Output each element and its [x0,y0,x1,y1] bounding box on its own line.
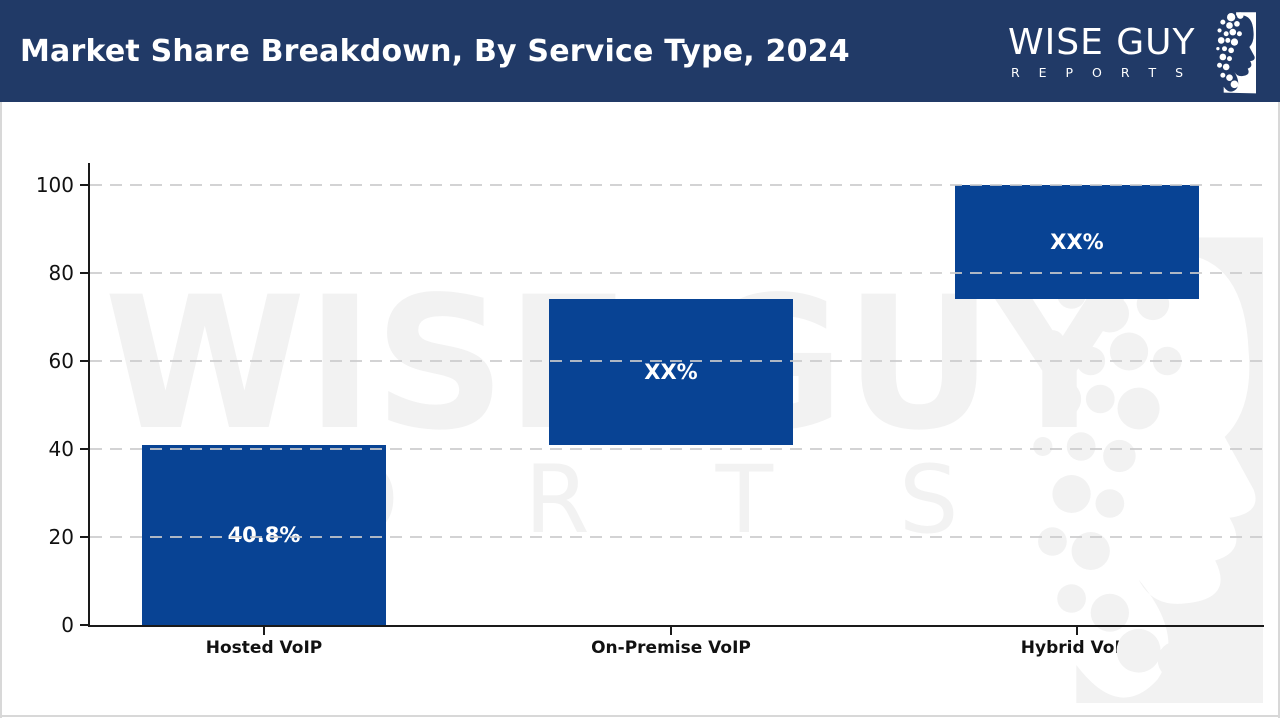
y-tick-label: 40 [48,437,74,461]
bar-value-label: 40.8% [227,523,301,548]
x-category-label: On-Premise VoIP [591,638,751,658]
frame-bottom-edge [0,715,1280,717]
y-tick-mark [80,360,88,362]
y-tick-mark [80,272,88,274]
wise-guy-reports-logo: WISE GUY R E P O R T S [1008,6,1270,98]
y-tick-label: 0 [61,613,74,637]
bar-hybrid-voip: XX% [955,185,1199,300]
gridline-60 [90,360,1262,362]
chart-title: Market Share Breakdown, By Service Type,… [20,33,850,69]
logo-subtitle: R E P O R T S [1011,65,1191,80]
y-tick-mark [80,448,88,450]
dotted-face-icon [1215,12,1256,94]
bar-on-premise-voip: XX% [549,299,793,446]
gridline-80 [90,272,1262,274]
gridline-100 [90,184,1262,186]
frame-left-edge [0,102,2,718]
y-tick-mark [80,536,88,538]
y-tick-mark [80,624,88,626]
x-tick-mark [1076,627,1078,635]
logo-wordmark: WISE GUY [1008,22,1196,63]
x-tick-mark [670,627,672,635]
plot-area: 40.8% XX% XX% [88,163,1264,627]
gridline-40 [90,448,1262,450]
y-tick-label: 20 [48,525,74,549]
bar-value-label: XX% [1050,230,1104,255]
y-tick-label: 80 [48,261,74,285]
y-tick-label: 100 [35,173,74,197]
gridline-20 [90,536,1262,538]
x-category-label: Hosted VoIP [205,638,323,658]
x-tick-mark [263,627,265,635]
logo-text: WISE GUY R E P O R T S [1008,22,1196,81]
header-bar: Market Share Breakdown, By Service Type,… [0,0,1280,102]
bar-value-label: XX% [644,360,698,385]
y-tick-mark [80,184,88,186]
y-tick-label: 60 [48,349,74,373]
bar-hosted-voip: 40.8% [142,445,386,625]
frame-right-edge [1278,102,1280,718]
x-category-label: Hybrid VoIP [1020,638,1134,658]
